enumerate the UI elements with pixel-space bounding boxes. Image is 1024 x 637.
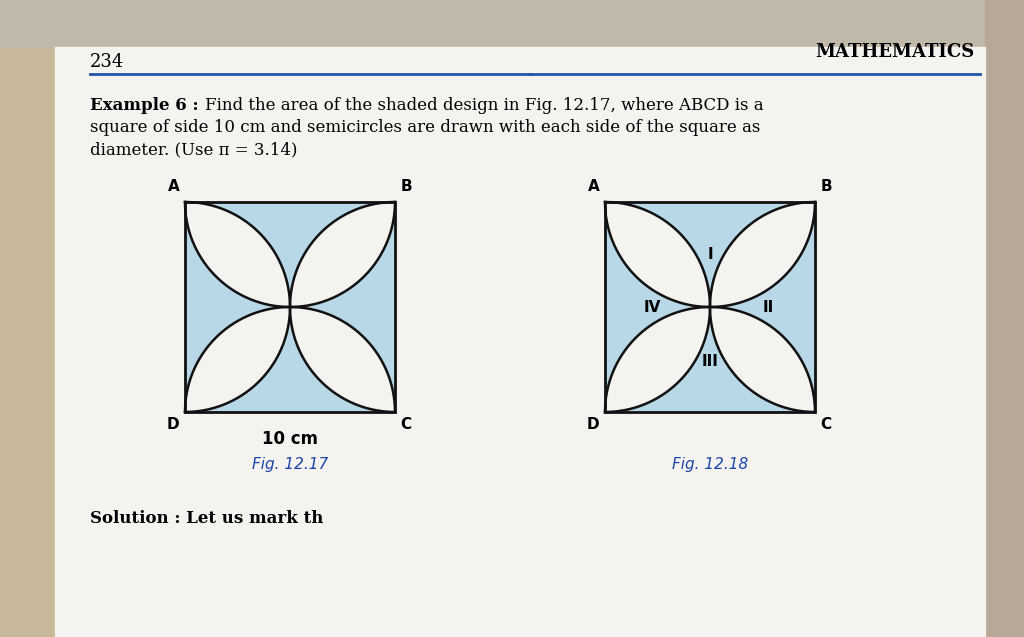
Text: MATHEMATICS: MATHEMATICS [816,43,975,61]
Polygon shape [185,307,395,412]
Text: A: A [168,178,180,194]
Text: III: III [701,354,719,369]
Text: 10 cm: 10 cm [262,430,318,448]
Text: diameter. (Use π = 3.14): diameter. (Use π = 3.14) [90,141,298,158]
Text: B: B [400,178,412,194]
Text: D: D [167,417,180,433]
Polygon shape [605,307,815,412]
Polygon shape [185,202,290,412]
Polygon shape [290,202,395,412]
Text: 234: 234 [90,53,124,71]
Bar [0,0,1024,47]
Text: Fig. 12.18: Fig. 12.18 [672,457,749,472]
Polygon shape [710,202,815,412]
Text: C: C [820,417,831,433]
Text: IV: IV [643,299,660,315]
Text: A: A [588,178,600,194]
Text: II: II [762,299,773,315]
Text: B: B [820,178,831,194]
Polygon shape [605,202,815,307]
Bar [985,0,1024,637]
Polygon shape [185,202,395,307]
Polygon shape [605,202,710,412]
Text: I: I [708,247,713,262]
Text: Example 6 :: Example 6 : [90,97,199,114]
Text: Fig. 12.17: Fig. 12.17 [252,457,328,472]
Text: square of side 10 cm and semicircles are drawn with each side of the square as: square of side 10 cm and semicircles are… [90,119,761,136]
Bar [0,0,55,637]
Text: C: C [400,417,412,433]
Text: Find the area of the shaded design in Fig. 12.17, where ABCD is a: Find the area of the shaded design in Fi… [205,97,764,114]
Text: Solution : Let us mark th: Solution : Let us mark th [90,510,324,527]
Text: D: D [587,417,600,433]
